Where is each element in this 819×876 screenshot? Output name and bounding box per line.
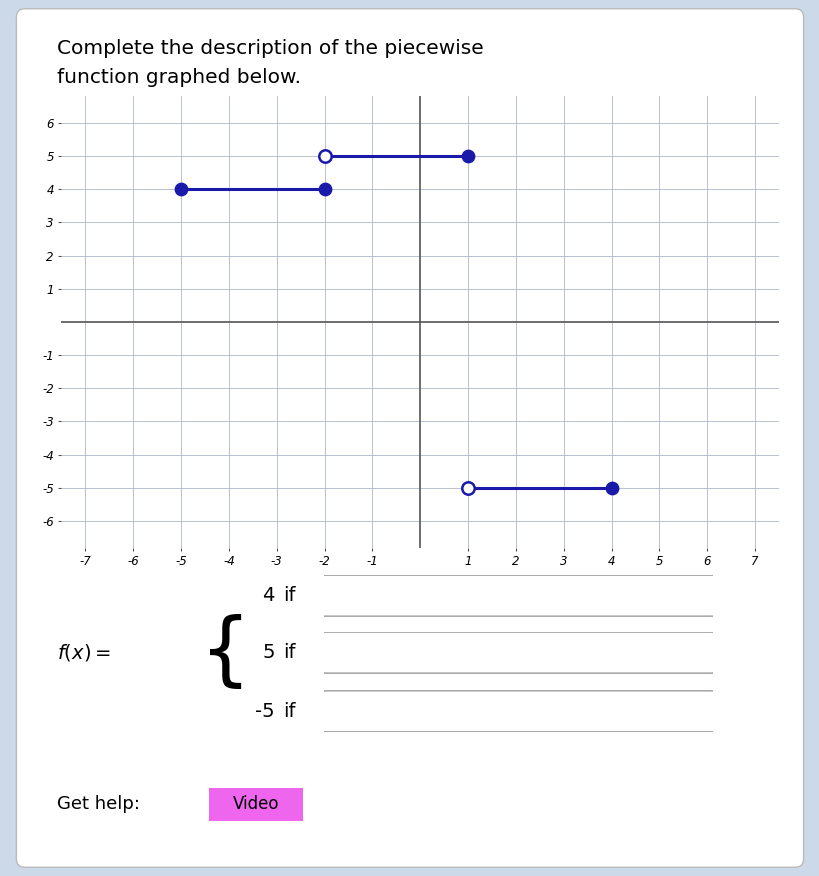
Point <box>318 182 331 196</box>
Point <box>461 149 474 163</box>
Text: function graphed below.: function graphed below. <box>57 68 301 88</box>
Point <box>604 481 618 495</box>
Point <box>318 149 331 163</box>
Text: $f(x) =$: $f(x) =$ <box>57 642 111 663</box>
Text: if: if <box>283 643 295 662</box>
FancyBboxPatch shape <box>312 575 724 617</box>
Text: {: { <box>200 613 251 692</box>
Text: 5: 5 <box>262 643 274 662</box>
Point <box>461 481 474 495</box>
Text: if: if <box>283 586 295 605</box>
FancyBboxPatch shape <box>312 690 724 732</box>
Text: Get help:: Get help: <box>57 795 140 813</box>
Text: Video: Video <box>233 795 279 813</box>
Point <box>174 182 188 196</box>
Text: -5: -5 <box>255 702 274 721</box>
Text: Complete the description of the piecewise: Complete the description of the piecewis… <box>57 39 483 59</box>
Text: if: if <box>283 702 295 721</box>
Text: 4: 4 <box>262 586 274 605</box>
FancyBboxPatch shape <box>312 632 724 674</box>
